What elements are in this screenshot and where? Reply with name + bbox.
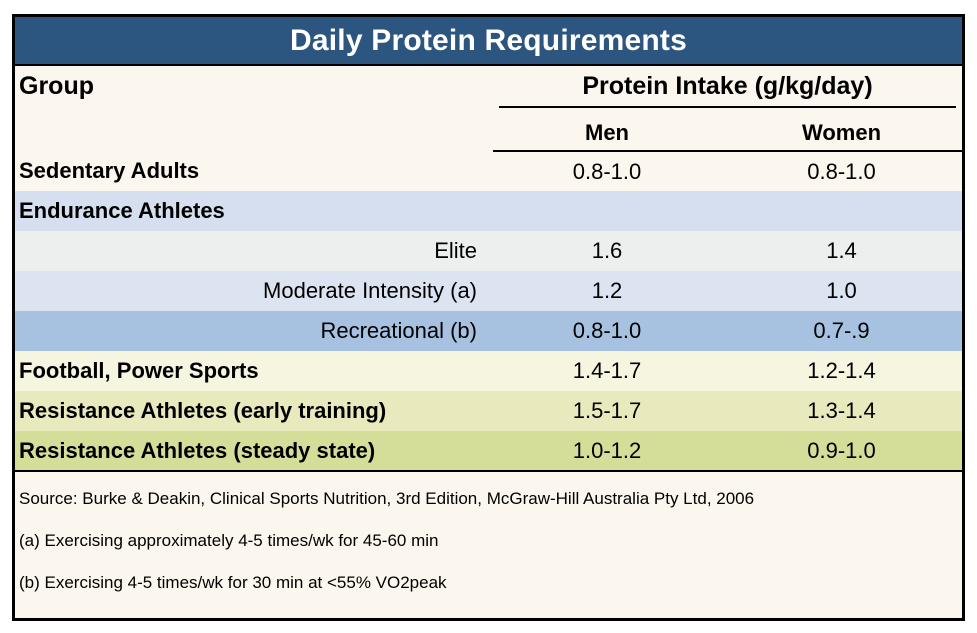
row-value-men: 0.8-1.0 — [572, 318, 642, 343]
row-value-men: 1.6 — [591, 238, 623, 263]
table-title: Daily Protein Requirements — [15, 17, 962, 66]
row-value-men: 1.0-1.2 — [572, 437, 642, 463]
footnote-row: (a) Exercising approximately 4-5 times/w… — [15, 520, 962, 562]
subheader-row: Men Women — [15, 115, 962, 152]
row-value-women: 0.9-1.0 — [807, 437, 876, 463]
row-label: Recreational (b) — [320, 318, 477, 343]
row-value-women: 1.0 — [826, 278, 857, 303]
row-value-women: 0.8-1.0 — [807, 158, 876, 184]
row-label: Resistance Athletes (steady state) — [19, 437, 376, 463]
row-value-men — [493, 191, 721, 231]
row-value-men: 1.4-1.7 — [572, 358, 642, 383]
footnote-row: (b) Exercising 4-5 times/wk for 30 min a… — [15, 562, 962, 604]
table-row: Endurance Athletes — [15, 191, 962, 231]
row-value-women — [721, 191, 962, 231]
row-label: Resistance Athletes (early training) — [19, 398, 387, 423]
row-value-women: 1.2-1.4 — [807, 358, 876, 383]
row-value-men: 0.8-1.0 — [572, 158, 642, 184]
protein-requirements-table: Daily Protein Requirements Group Protein… — [15, 17, 962, 604]
protein-requirements-table-container: Daily Protein Requirements Group Protein… — [12, 14, 965, 621]
column-header-protein-intake: Protein Intake (g/kg/day) — [493, 65, 962, 115]
footnote-row: Source: Burke & Deakin, Clinical Sports … — [15, 472, 962, 520]
table-row: Resistance Athletes (steady state) 1.0-1… — [15, 431, 962, 471]
row-value-men: 1.5-1.7 — [572, 398, 642, 423]
table-row: Sedentary Adults 0.8-1.0 0.8-1.0 — [15, 151, 962, 191]
row-value-women: 1.4 — [826, 238, 857, 263]
row-label: Moderate Intensity (a) — [263, 278, 477, 303]
footnote-source: Source: Burke & Deakin, Clinical Sports … — [15, 472, 962, 520]
title-row: Daily Protein Requirements — [15, 17, 962, 66]
footnote-a: (a) Exercising approximately 4-5 times/w… — [15, 520, 962, 562]
table-row: Resistance Athletes (early training) 1.5… — [15, 391, 962, 431]
column-header-group: Group — [19, 72, 94, 100]
row-value-women: 1.3-1.4 — [807, 398, 876, 423]
column-header-protein-intake-label: Protein Intake (g/kg/day) — [499, 72, 956, 108]
row-label: Elite — [434, 238, 477, 263]
header-row: Group Protein Intake (g/kg/day) — [15, 65, 962, 115]
row-value-women: 0.7-.9 — [813, 318, 870, 343]
footnote-b: (b) Exercising 4-5 times/wk for 30 min a… — [15, 562, 962, 604]
column-header-men: Men — [493, 115, 721, 152]
row-label: Endurance Athletes — [19, 198, 225, 223]
table-row: Football, Power Sports 1.4-1.7 1.2-1.4 — [15, 351, 962, 391]
subheader-blank-cell — [15, 115, 493, 151]
column-header-women: Women — [721, 115, 962, 152]
row-label: Sedentary Adults — [19, 158, 200, 183]
table-row: Elite 1.6 1.4 — [15, 231, 962, 271]
row-value-men: 1.2 — [591, 278, 623, 303]
table-row: Moderate Intensity (a) 1.2 1.0 — [15, 271, 962, 311]
row-label: Football, Power Sports — [19, 358, 259, 383]
table-row: Recreational (b) 0.8-1.0 0.7-.9 — [15, 311, 962, 351]
